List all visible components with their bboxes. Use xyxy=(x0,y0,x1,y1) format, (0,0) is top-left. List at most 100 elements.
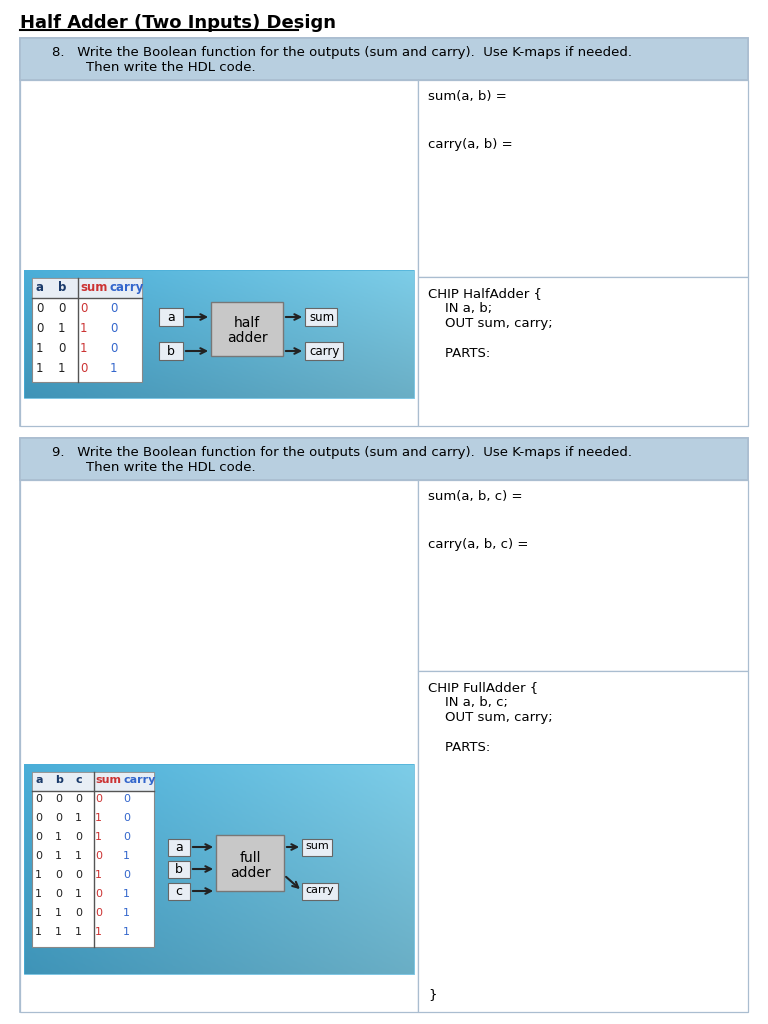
Text: IN a, b, c;: IN a, b, c; xyxy=(428,696,508,709)
Text: carry: carry xyxy=(123,775,155,785)
Text: 1: 1 xyxy=(75,851,82,861)
Text: 0: 0 xyxy=(36,322,43,335)
Text: a: a xyxy=(175,841,183,854)
Text: 0: 0 xyxy=(123,794,130,804)
Text: CHIP HalfAdder {: CHIP HalfAdder { xyxy=(428,287,542,300)
Bar xyxy=(32,772,154,947)
Text: PARTS:: PARTS: xyxy=(428,741,490,754)
Text: carry: carry xyxy=(305,885,333,895)
Bar xyxy=(418,278,748,426)
Bar xyxy=(20,80,418,426)
Text: b: b xyxy=(58,281,66,294)
Text: 0: 0 xyxy=(55,889,62,899)
Text: 1: 1 xyxy=(123,908,130,918)
Bar xyxy=(159,308,183,326)
Text: Then write the HDL code.: Then write the HDL code. xyxy=(52,61,256,74)
Text: 1: 1 xyxy=(75,889,82,899)
Text: 1: 1 xyxy=(35,889,42,899)
Text: IN a, b;: IN a, b; xyxy=(428,302,492,315)
Text: b: b xyxy=(175,863,183,876)
Text: c: c xyxy=(75,775,81,785)
Bar xyxy=(302,883,338,900)
Text: 0: 0 xyxy=(110,322,118,335)
Text: 0: 0 xyxy=(36,302,43,315)
Text: c: c xyxy=(175,885,182,898)
Text: 0: 0 xyxy=(55,870,62,880)
Text: 8.   Write the Boolean function for the outputs (sum and carry).  Use K-maps if : 8. Write the Boolean function for the ou… xyxy=(52,46,632,59)
Text: 1: 1 xyxy=(80,322,88,335)
Text: 1: 1 xyxy=(110,362,118,375)
Text: 0: 0 xyxy=(80,362,88,375)
Text: 1: 1 xyxy=(36,342,44,355)
Text: 1: 1 xyxy=(123,851,130,861)
Text: 1: 1 xyxy=(35,908,42,918)
Text: 0: 0 xyxy=(123,870,130,880)
Bar xyxy=(32,278,142,382)
Text: carry(a, b) =: carry(a, b) = xyxy=(428,138,512,151)
Text: sum: sum xyxy=(80,281,108,294)
Text: 0: 0 xyxy=(58,342,65,355)
Text: }: } xyxy=(428,988,436,1001)
Bar xyxy=(20,38,748,80)
Text: full: full xyxy=(240,851,261,865)
Bar xyxy=(302,839,332,856)
Text: 1: 1 xyxy=(123,889,130,899)
Text: 1: 1 xyxy=(75,927,82,937)
Text: adder: adder xyxy=(230,866,270,880)
Bar xyxy=(20,438,748,1012)
Text: 1: 1 xyxy=(55,927,62,937)
Text: 0: 0 xyxy=(35,851,42,861)
Bar xyxy=(168,839,190,856)
Bar xyxy=(305,308,337,326)
Bar xyxy=(168,861,190,878)
Text: 0: 0 xyxy=(95,794,102,804)
Text: carry: carry xyxy=(309,345,339,358)
Text: a: a xyxy=(36,281,44,294)
Text: adder: adder xyxy=(227,331,267,345)
Text: 1: 1 xyxy=(35,927,42,937)
Text: 0: 0 xyxy=(75,870,82,880)
Text: 0: 0 xyxy=(95,908,102,918)
Text: 0: 0 xyxy=(123,813,130,823)
Text: OUT sum, carry;: OUT sum, carry; xyxy=(428,317,553,330)
Bar xyxy=(418,480,748,671)
Text: Then write the HDL code.: Then write the HDL code. xyxy=(52,461,256,474)
Bar xyxy=(20,480,418,1012)
Bar xyxy=(305,342,343,360)
Text: 1: 1 xyxy=(123,927,130,937)
Text: 0: 0 xyxy=(95,889,102,899)
Text: CHIP FullAdder {: CHIP FullAdder { xyxy=(428,681,538,694)
Text: 1: 1 xyxy=(55,851,62,861)
Text: a: a xyxy=(35,775,42,785)
Text: 1: 1 xyxy=(95,831,102,842)
Bar xyxy=(24,764,414,974)
Text: 1: 1 xyxy=(80,342,88,355)
Text: 0: 0 xyxy=(110,342,118,355)
Bar xyxy=(24,270,414,398)
Text: 0: 0 xyxy=(35,813,42,823)
Text: 1: 1 xyxy=(75,813,82,823)
Text: 1: 1 xyxy=(58,362,65,375)
Text: 1: 1 xyxy=(36,362,44,375)
Text: 1: 1 xyxy=(95,870,102,880)
Text: carry(a, b, c) =: carry(a, b, c) = xyxy=(428,538,528,551)
Bar xyxy=(32,772,154,791)
Text: 0: 0 xyxy=(95,851,102,861)
Bar xyxy=(216,835,284,891)
Text: 0: 0 xyxy=(35,794,42,804)
Text: sum: sum xyxy=(305,841,329,851)
Text: 1: 1 xyxy=(58,322,65,335)
Text: PARTS:: PARTS: xyxy=(428,347,490,360)
Bar xyxy=(418,671,748,1012)
Text: 0: 0 xyxy=(110,302,118,315)
Text: 1: 1 xyxy=(35,870,42,880)
Text: sum: sum xyxy=(95,775,121,785)
Text: 0: 0 xyxy=(75,831,82,842)
Text: 1: 1 xyxy=(95,813,102,823)
Text: 0: 0 xyxy=(35,831,42,842)
Text: 0: 0 xyxy=(55,813,62,823)
Bar xyxy=(32,278,142,298)
Text: sum(a, b) =: sum(a, b) = xyxy=(428,90,507,103)
Text: carry: carry xyxy=(110,281,144,294)
Text: b: b xyxy=(167,345,175,358)
